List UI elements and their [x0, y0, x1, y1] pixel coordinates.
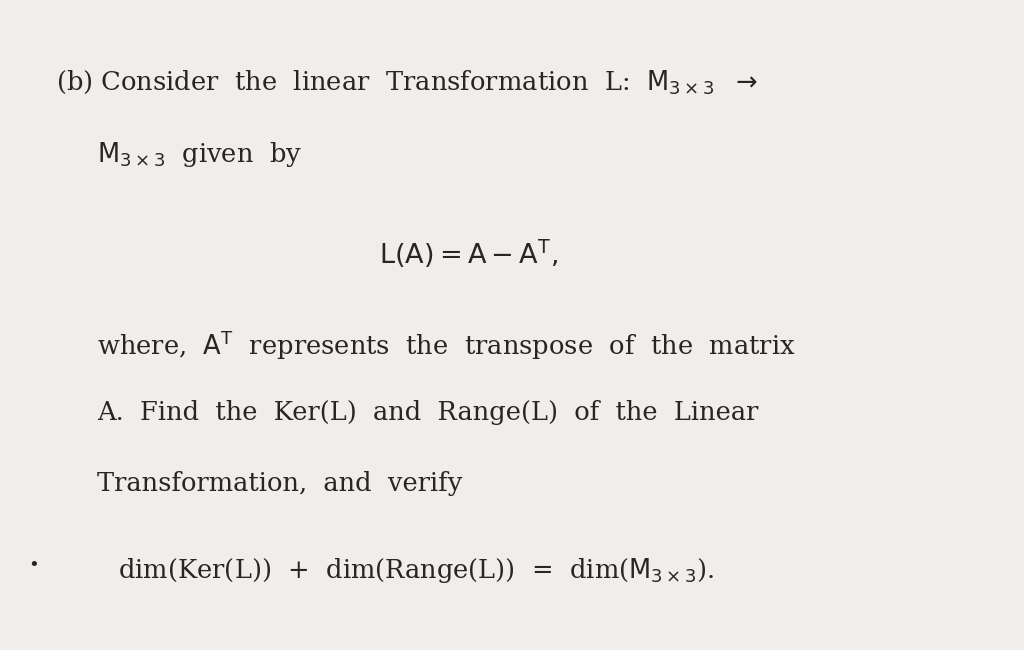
- Text: $\mathrm{M}_{3\times3}$  given  by: $\mathrm{M}_{3\times3}$ given by: [97, 140, 302, 169]
- Text: Transformation,  and  verify: Transformation, and verify: [97, 471, 463, 496]
- Text: where,  $\mathrm{A^T}$  represents  the  transpose  of  the  matrix: where, $\mathrm{A^T}$ represents the tra…: [97, 328, 796, 362]
- Text: dim(Ker(L))  +  dim(Range(L))  =  dim($\mathrm{M}_{3\times3}$).: dim(Ker(L)) + dim(Range(L)) = dim($\math…: [118, 556, 715, 585]
- Text: $\mathrm{L(A) = A - A^T},$: $\mathrm{L(A) = A - A^T},$: [379, 237, 558, 270]
- Text: (b) Consider  the  linear  Transformation  L:  $\mathrm{M}_{3\times3}$  $\righta: (b) Consider the linear Transformation L…: [56, 68, 759, 96]
- Text: •: •: [29, 556, 39, 574]
- Text: A.  Find  the  Ker(L)  and  Range(L)  of  the  Linear: A. Find the Ker(L) and Range(L) of the L…: [97, 400, 759, 424]
